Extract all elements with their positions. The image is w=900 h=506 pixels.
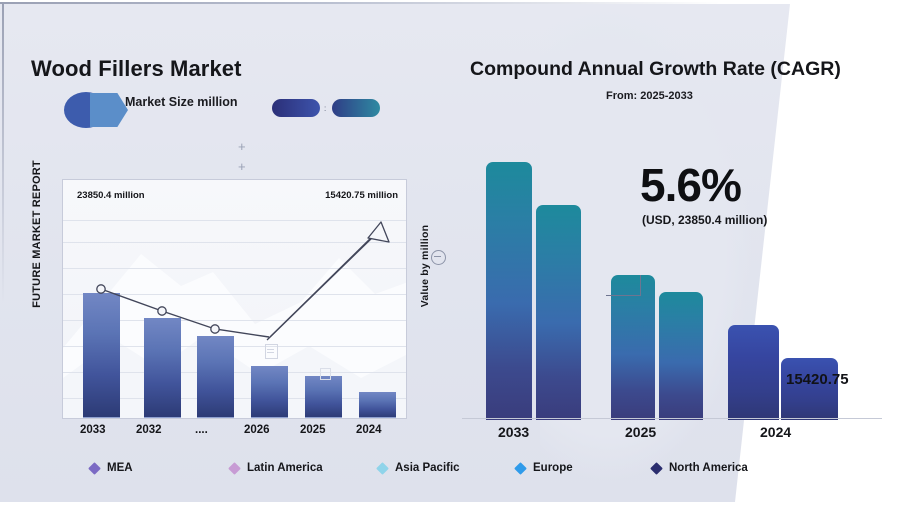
y-axis-right-label: Value by million <box>419 224 431 308</box>
bar-2025-back <box>659 292 703 420</box>
pill-badge-right <box>332 99 380 117</box>
bar-2024-back <box>781 358 838 420</box>
plus-decoration-icon-2: + <box>238 159 246 174</box>
x-tick-mid: .... <box>195 424 208 436</box>
left-border-rule <box>2 2 4 504</box>
bar-2024-front <box>728 325 779 420</box>
gridline <box>63 220 406 221</box>
gridline <box>63 268 406 269</box>
bar-2033-back <box>536 205 581 420</box>
legend-marker-mea <box>88 461 101 475</box>
bar-2025-front <box>611 275 655 420</box>
legend-item-europe[interactable]: Europe <box>514 461 573 475</box>
bar-2025 <box>305 376 342 418</box>
brand-logo-icon <box>64 92 128 128</box>
pill-badge-left <box>272 99 320 117</box>
value-label-end: 15420.75 million <box>325 190 398 201</box>
gridline <box>63 320 406 321</box>
right-chart-baseline <box>462 418 882 419</box>
legend-label-mea: MEA <box>107 462 133 474</box>
logo-hexagon-shape <box>90 93 128 127</box>
legend-item-latin-america[interactable]: Latin America <box>228 461 323 475</box>
page-ghost-icon <box>320 368 331 380</box>
legend-label-asia-pacific: Asia Pacific <box>395 462 460 474</box>
x-tick-2033: 2033 <box>498 424 530 440</box>
cagr-note: (USD, 23850.4 million) <box>642 213 768 227</box>
x-tick-2033: 2033 <box>80 424 106 436</box>
y-axis-left-label: FUTURE MARKET REPORT <box>31 160 43 308</box>
cagr-title: Compound Annual Growth Rate (CAGR) <box>470 58 841 80</box>
left-bar-line-chart: 23850.4 million 15420.75 million <box>62 179 407 419</box>
bar-mid <box>197 336 234 418</box>
right-chart-x-axis: 2033 2025 2024 <box>462 424 882 444</box>
gridline <box>63 294 406 295</box>
bar-2024 <box>359 392 396 418</box>
bar-2026 <box>251 366 288 418</box>
trend-line-overlay <box>96 221 390 341</box>
right-bar-chart <box>468 150 868 420</box>
legend-item-north-america[interactable]: North America <box>650 461 748 475</box>
pill-separator: : <box>324 104 327 113</box>
x-tick-2025: 2025 <box>625 424 657 440</box>
legend-marker-latin-america <box>228 461 241 475</box>
gridline <box>63 398 406 399</box>
pill-badge-group: : <box>272 99 382 119</box>
market-size-label: Market Size million <box>125 95 238 109</box>
legend-label-europe: Europe <box>533 462 573 474</box>
plus-decoration-icon: + <box>238 139 246 154</box>
legend-item-asia-pacific[interactable]: Asia Pacific <box>376 461 460 475</box>
background-blob <box>540 0 880 506</box>
x-tick-2024: 2024 <box>356 424 382 436</box>
x-tick-2026: 2026 <box>244 424 270 436</box>
top-border-rule <box>0 2 720 4</box>
bar-group <box>63 203 406 418</box>
bar-2032 <box>144 318 181 418</box>
left-chart-x-axis: 2033 2032 .... 2026 2025 2024 <box>62 424 407 442</box>
legend-label-north-america: North America <box>669 462 748 474</box>
legend-marker-europe <box>514 461 527 475</box>
legend-marker-asia-pacific <box>376 461 389 475</box>
x-tick-2025: 2025 <box>300 424 326 436</box>
calendar-ghost-icon <box>265 344 278 359</box>
value-label-start: 23850.4 million <box>77 190 145 201</box>
gridline <box>63 242 406 243</box>
gridline <box>63 346 406 347</box>
right-chart-value-label: 15420.75 <box>786 371 849 388</box>
x-tick-2032: 2032 <box>136 424 162 436</box>
legend: MEA Latin America Asia Pacific Europe No… <box>0 461 900 488</box>
page-title: Wood Fillers Market <box>31 56 242 81</box>
legend-label-latin-america: Latin America <box>247 462 323 474</box>
gridline <box>63 372 406 373</box>
minus-circle-icon <box>431 250 446 265</box>
legend-marker-north-america <box>650 461 663 475</box>
bar-2033-front <box>486 162 532 420</box>
bracket-decoration <box>606 275 641 296</box>
x-tick-2024: 2024 <box>760 424 792 440</box>
bar-2033 <box>83 293 120 418</box>
legend-item-mea[interactable]: MEA <box>88 461 133 475</box>
cagr-value: 5.6% <box>640 159 742 211</box>
cagr-subtitle: From: 2025-2033 <box>606 90 693 102</box>
